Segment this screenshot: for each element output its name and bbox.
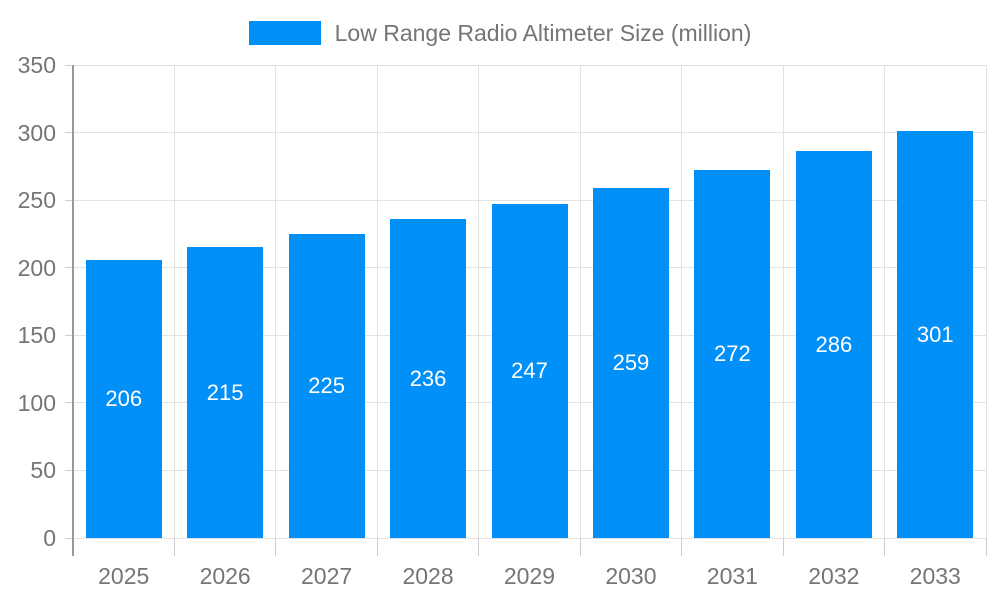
bar-value-label: 272: [714, 341, 751, 367]
bar: [694, 170, 771, 538]
x-tick-label: 2028: [402, 563, 454, 589]
y-tick-label: 150: [17, 322, 56, 349]
gridline-h: [73, 199, 986, 201]
x-tick: [173, 538, 175, 556]
x-tick-label: 2027: [301, 563, 353, 589]
y-tick: [65, 469, 73, 471]
x-tick: [884, 538, 886, 556]
gridline-v: [275, 65, 277, 538]
x-tick: [478, 538, 480, 556]
x-tick-label: 2032: [808, 563, 860, 589]
y-tick-label: 0: [43, 525, 56, 551]
gridline-h: [73, 64, 986, 66]
gridline-v: [478, 65, 480, 538]
x-tick-label: 2031: [706, 563, 758, 589]
y-tick-label: 100: [17, 389, 56, 416]
y-tick-label: 300: [17, 119, 56, 146]
y-tick-label: 250: [17, 187, 56, 214]
y-tick: [65, 334, 73, 336]
gridline-v: [579, 65, 581, 538]
gridline-v: [173, 65, 175, 538]
x-tick-label: 2030: [605, 563, 657, 589]
x-tick: [681, 538, 683, 556]
x-tick-label: 2025: [98, 563, 150, 589]
gridline-v: [985, 65, 987, 538]
bar-value-label: 259: [612, 349, 650, 375]
x-tick: [376, 538, 378, 556]
bar-value-label: 215: [206, 379, 244, 405]
gridline-v: [782, 65, 784, 538]
y-tick: [65, 267, 73, 269]
y-tick: [65, 132, 73, 134]
bar-value-label: 236: [409, 365, 447, 391]
bar: [491, 204, 568, 538]
gridline-v: [681, 65, 683, 538]
x-tick: [275, 538, 277, 556]
x-tick: [782, 538, 784, 556]
bar: [85, 259, 162, 538]
x-tick-label: 2026: [199, 563, 251, 589]
x-tick-label: 2029: [503, 563, 556, 589]
gridline-v: [884, 65, 886, 538]
x-tick-label: 2033: [909, 563, 961, 589]
bar: [390, 219, 467, 538]
y-axis: 0 50 100 150 200 250 300 350: [0, 52, 58, 551]
x-tick: [579, 538, 581, 556]
y-tick: [65, 537, 73, 539]
bar: [187, 247, 264, 538]
bar-value-label: 247: [511, 358, 548, 384]
x-tick: [985, 538, 987, 556]
y-tick: [65, 199, 73, 201]
bar-value-label: 301: [916, 321, 954, 347]
legend: Low Range Radio Altimeter Size (million): [0, 20, 1000, 46]
bar-value-label: 286: [815, 331, 853, 357]
y-tick-label: 200: [17, 254, 56, 281]
bar-value-label: 206: [105, 385, 143, 411]
y-tick-label: 350: [17, 52, 56, 78]
bar: [592, 187, 669, 538]
y-tick: [65, 402, 73, 404]
bar-value-label: 225: [308, 372, 345, 398]
gridline-v: [376, 65, 378, 538]
y-axis-line: [72, 65, 74, 556]
bar: [897, 131, 974, 538]
legend-label: Low Range Radio Altimeter Size (million): [334, 20, 752, 46]
bar: [795, 151, 872, 538]
bar: [288, 233, 365, 538]
gridline-h: [73, 132, 986, 134]
gridline-h: [73, 537, 986, 539]
y-tick-label: 50: [30, 457, 56, 484]
plot-area: 206 2025 215 2026 225 2027 236 2028 247 2029 259 20…: [65, 64, 987, 589]
y-tick: [65, 64, 73, 66]
legend-swatch: [248, 21, 321, 45]
